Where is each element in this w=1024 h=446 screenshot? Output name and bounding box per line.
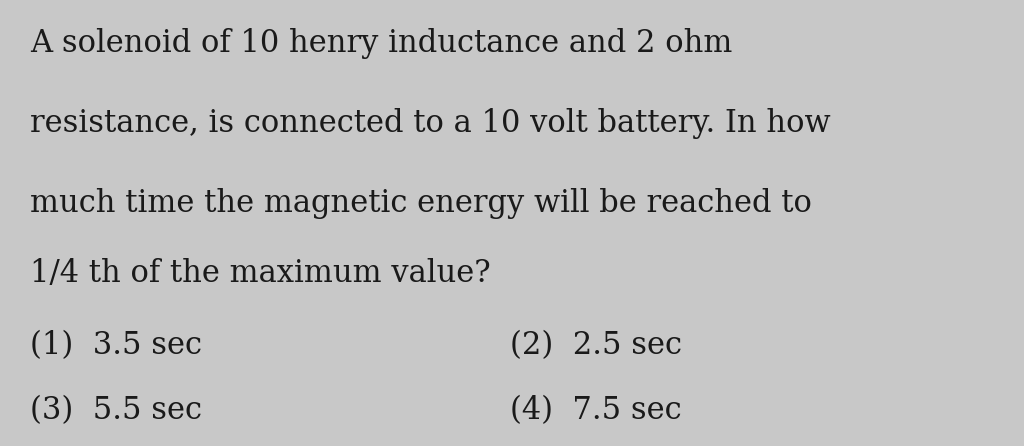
- Text: much time the magnetic energy will be reached to: much time the magnetic energy will be re…: [30, 188, 812, 219]
- Text: (2)  2.5 sec: (2) 2.5 sec: [510, 330, 682, 361]
- Text: (3)  5.5 sec: (3) 5.5 sec: [30, 395, 202, 426]
- Text: resistance, is connected to a 10 volt battery. In how: resistance, is connected to a 10 volt ba…: [30, 108, 830, 139]
- Text: 1/4 th of the maximum value?: 1/4 th of the maximum value?: [30, 258, 490, 289]
- Text: (4)  7.5 sec: (4) 7.5 sec: [510, 395, 682, 426]
- Text: (1)  3.5 sec: (1) 3.5 sec: [30, 330, 202, 361]
- Text: A solenoid of 10 henry inductance and 2 ohm: A solenoid of 10 henry inductance and 2 …: [30, 28, 732, 59]
